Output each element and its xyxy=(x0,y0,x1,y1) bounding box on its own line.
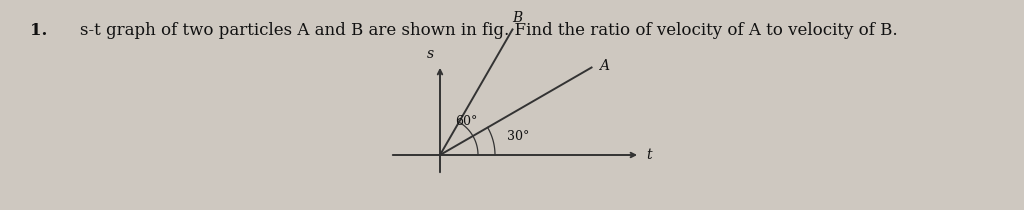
Text: 60°: 60° xyxy=(455,115,477,128)
Text: 30°: 30° xyxy=(507,130,529,143)
Text: A: A xyxy=(600,59,609,72)
Text: s: s xyxy=(427,47,434,61)
Text: 1.: 1. xyxy=(30,22,47,39)
Text: t: t xyxy=(646,148,651,162)
Text: s-t graph of two particles A and B are shown in fig. Find the ratio of velocity : s-t graph of two particles A and B are s… xyxy=(80,22,898,39)
Text: B: B xyxy=(512,11,522,25)
